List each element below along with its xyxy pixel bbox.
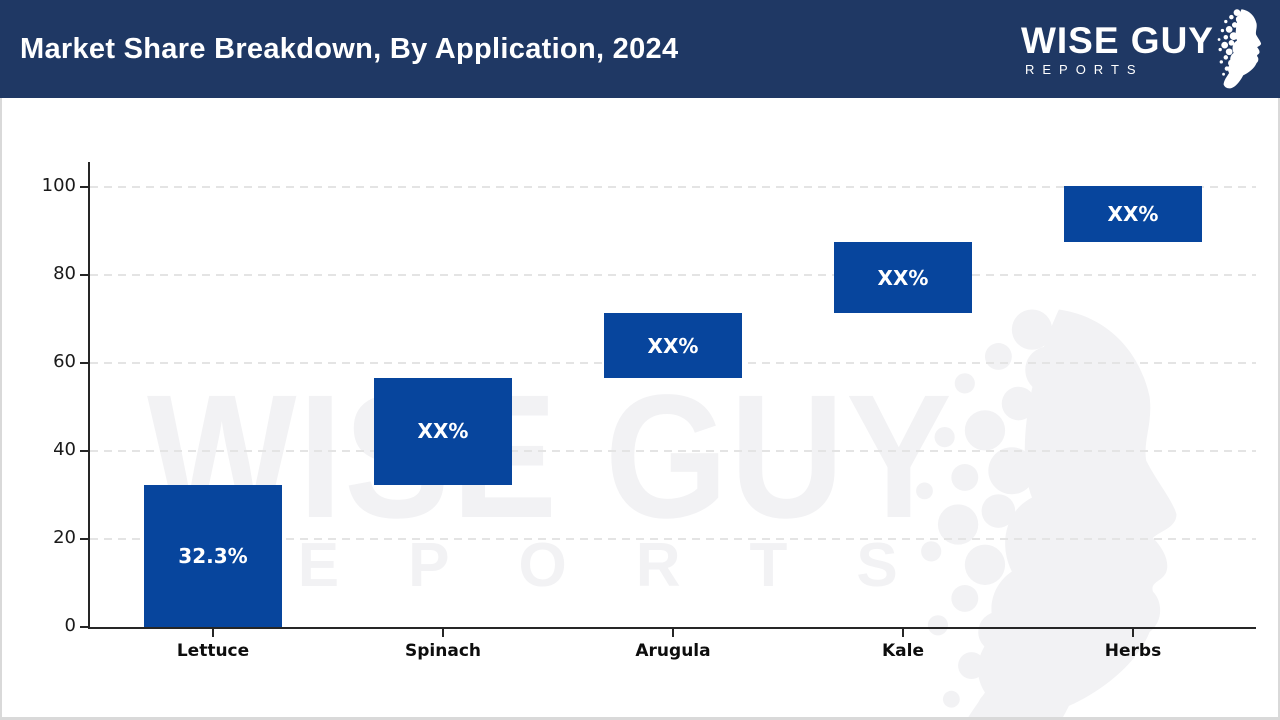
x-tick-spinach [442,629,444,637]
x-tick-lettuce [212,629,214,637]
header: Market Share Breakdown, By Application, … [0,0,1280,98]
logo-subtitle: REPORTS [1024,61,1144,77]
y-tick-label-20: 20 [53,527,76,548]
x-tick-arugula [672,629,674,637]
head-profile-dots-icon [1217,9,1262,89]
x-tick-label-herbs: Herbs [1104,641,1162,661]
x-tick-kale [902,629,904,637]
bar-kale: XX% [834,242,972,314]
gridline-80 [90,274,1256,276]
x-axis-line [88,627,1256,629]
bar-value-label: XX% [417,419,469,444]
bar-lettuce: 32.3% [144,484,282,627]
x-tick-herbs [1132,629,1134,637]
x-tick-label-spinach: Spinach [405,641,481,661]
bar-value-label: XX% [647,333,699,358]
bar-herbs: XX% [1064,186,1202,243]
logo-text: WISE GUY REPORTS [1021,22,1214,77]
y-tick-0 [80,626,90,628]
watermark-subtitle: REPORTS [184,531,967,600]
bar-arugula: XX% [604,313,742,378]
y-tick-label-60: 60 [53,351,76,372]
chart-panel: WISE GUY REPORTS 0 20 40 60 80 100 32.3% Lettuc… [0,98,1280,720]
y-tick-label-40: 40 [53,439,76,460]
bar-value-label: XX% [1107,202,1159,227]
y-tick-label-100: 100 [41,175,76,196]
bar-spinach: XX% [374,377,512,485]
gridline-20 [90,538,1256,540]
x-tick-label-lettuce: Lettuce [176,641,250,661]
logo-wordmark: WISE GUY [1020,19,1214,61]
bar-value-label: 32.3% [178,543,248,568]
watermark-head-profile-dots-icon [916,309,1177,717]
y-tick-label-0: 0 [64,615,76,636]
y-tick-label-80: 80 [53,263,76,284]
gridline-100 [90,186,1256,188]
y-tick-60 [80,362,90,364]
x-tick-label-arugula: Arugula [635,641,711,661]
gridline-40 [90,450,1256,452]
wiseguy-logo: WISE GUY REPORTS [1021,7,1266,91]
waterfall-chart: 0 20 40 60 80 100 32.3% Lettuce XX% Spinach XX% Aru… [2,98,1278,717]
y-axis-line [88,162,90,629]
y-tick-80 [80,274,90,276]
page-title: Market Share Breakdown, By Application, … [20,32,679,65]
y-tick-40 [80,450,90,452]
y-tick-100 [80,186,90,188]
bar-value-label: XX% [877,265,929,290]
y-tick-20 [80,538,90,540]
x-tick-label-kale: Kale [881,641,924,661]
